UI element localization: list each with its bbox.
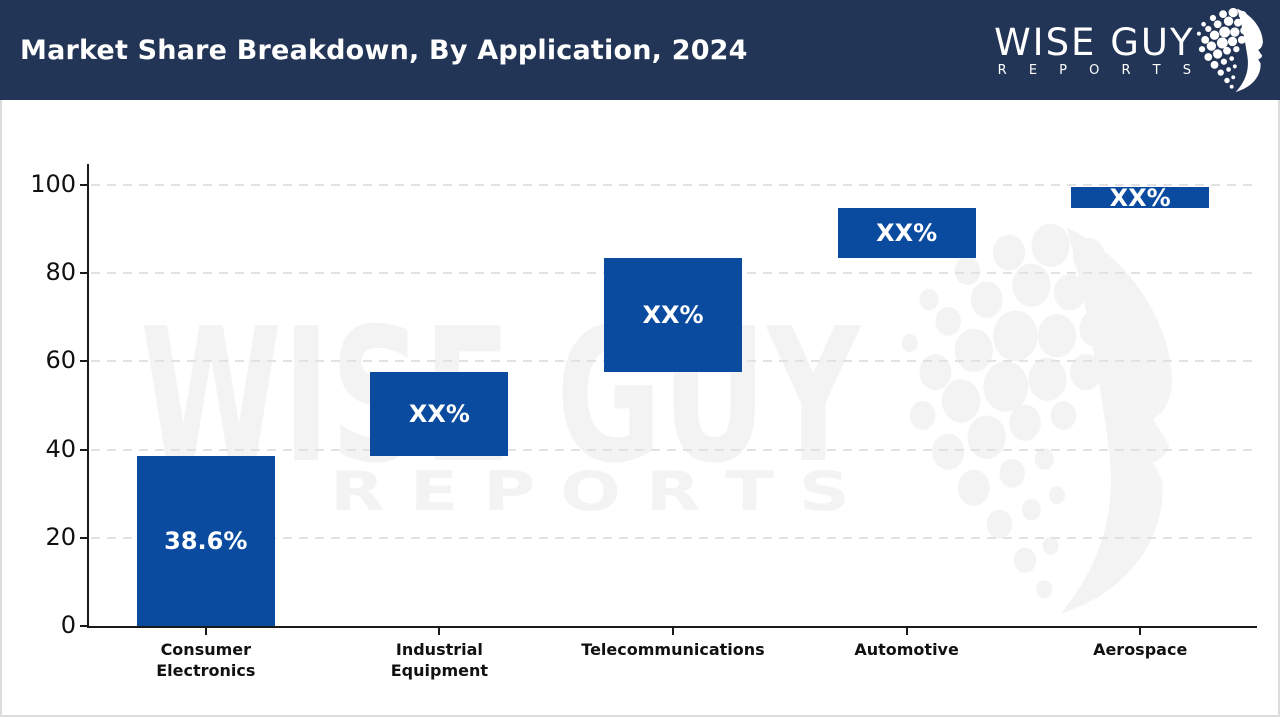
y-tick-label: 60 xyxy=(45,346,76,375)
x-axis-tick xyxy=(204,628,207,635)
bar-automotive: XX% xyxy=(837,207,976,259)
y-axis-tick xyxy=(80,272,88,275)
header-bar: Market Share Breakdown, By Application, … xyxy=(0,0,1280,100)
x-category-label: Consumer Electronics xyxy=(156,640,256,680)
x-category-label: Automotive xyxy=(854,640,959,659)
bar-telecommunications: XX% xyxy=(604,258,742,373)
x-axis-tick xyxy=(438,628,441,635)
y-gridline xyxy=(91,536,1257,539)
x-category-label: Telecommunications xyxy=(581,640,765,659)
x-axis-tick xyxy=(672,628,674,635)
y-tick-label: 40 xyxy=(45,434,76,463)
logo-subtitle: R E P O R T S xyxy=(997,62,1200,78)
bar-consumer-electronics: 38.6% xyxy=(136,455,275,626)
bar-aerospace: XX% xyxy=(1071,184,1210,212)
y-gridline xyxy=(91,448,1257,451)
y-tick-label: 20 xyxy=(45,522,76,551)
x-category-label: Industrial Equipment xyxy=(390,640,489,680)
y-axis-tick xyxy=(80,448,88,451)
bar-value-label: XX% xyxy=(876,218,938,247)
x-axis-tick xyxy=(905,628,908,635)
y-tick-label: 80 xyxy=(45,258,76,287)
wiseguy-logo-text: WISE GUY R E P O R T S xyxy=(989,24,1200,77)
y-axis-tick xyxy=(80,536,88,539)
bar-value-label: XX% xyxy=(1109,183,1171,212)
bar-value-label: 38.6% xyxy=(164,526,248,555)
y-tick-label: 0 xyxy=(60,611,76,639)
y-tick-label: 100 xyxy=(30,170,76,199)
page-title: Market Share Breakdown, By Application, … xyxy=(20,34,748,66)
y-axis-tick xyxy=(80,625,88,627)
bar-industrial-equipment: XX% xyxy=(370,372,509,456)
wiseguy-face-icon xyxy=(1196,7,1263,93)
y-axis-tick xyxy=(80,184,88,187)
y-axis-tick xyxy=(80,360,88,363)
bar-value-label: XX% xyxy=(642,301,704,330)
bar-value-label: XX% xyxy=(408,399,470,428)
y-gridline xyxy=(91,184,1257,187)
x-category-label: Aerospace xyxy=(1093,640,1188,659)
x-axis-line xyxy=(87,626,1257,628)
y-axis-line xyxy=(87,164,89,628)
logo-wordmark: WISE GUY xyxy=(994,20,1195,64)
x-axis-tick xyxy=(1139,628,1142,635)
wiseguy-logo: WISE GUY R E P O R T S xyxy=(989,7,1266,93)
